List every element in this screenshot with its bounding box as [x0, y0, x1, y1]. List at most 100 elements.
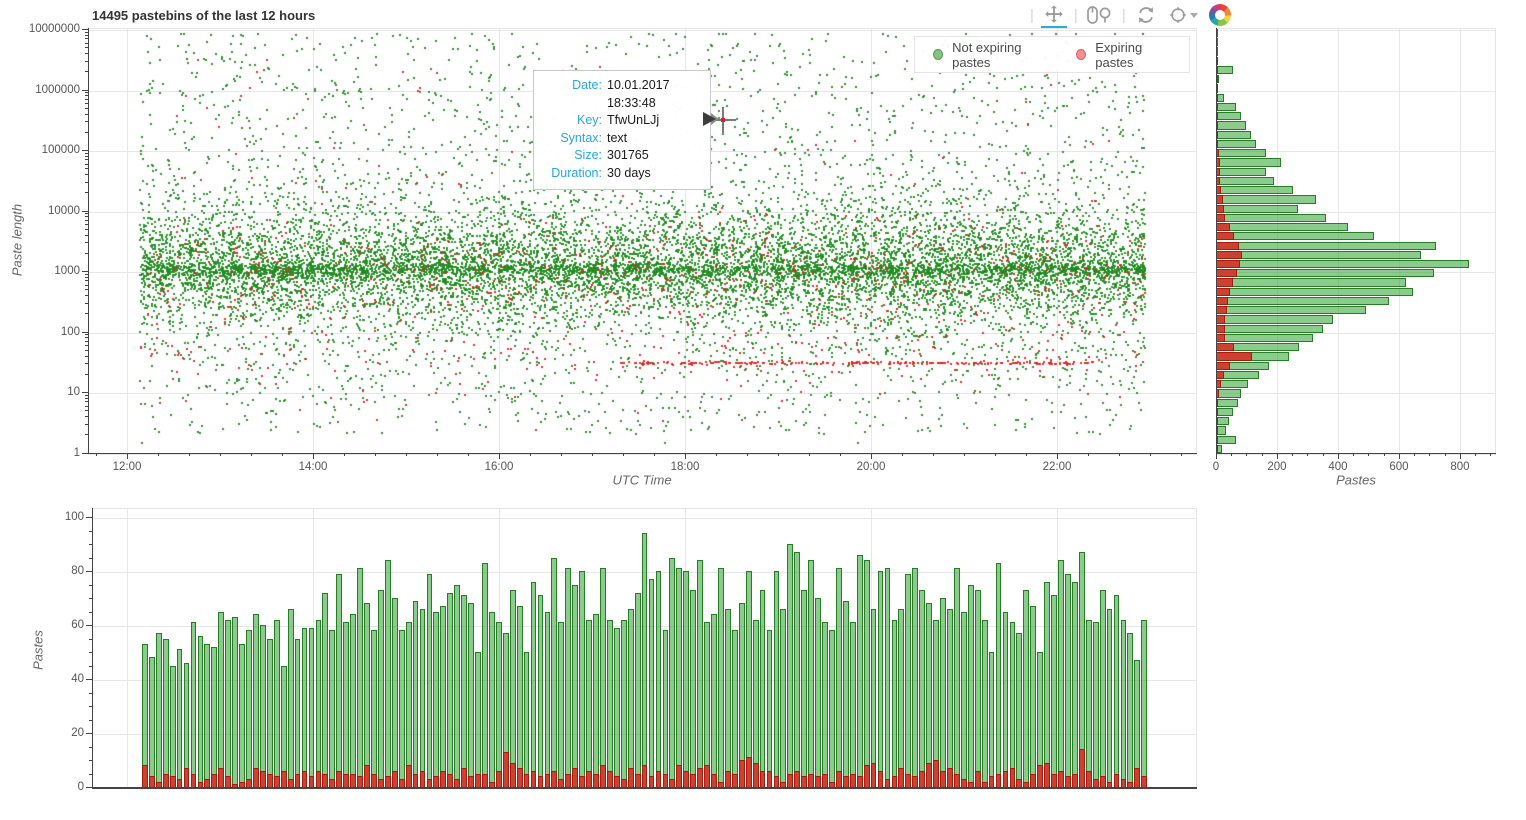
axis-minor-tick [85, 394, 88, 396]
axis-minor-tick [1444, 453, 1446, 456]
bar-red [780, 781, 787, 787]
bar-red [384, 776, 391, 787]
axis-tick [86, 733, 92, 734]
axis-minor-tick [89, 638, 92, 640]
bar-red [1002, 770, 1009, 787]
hist-bar-green [1216, 139, 1256, 149]
bar-red [655, 770, 662, 787]
bar-green [357, 568, 363, 787]
axis-tick [1216, 453, 1217, 459]
bar-red [724, 770, 731, 787]
bar-red [697, 768, 703, 787]
bottom-y-axis-label: Pastes [30, 630, 46, 670]
y-tick-label: 1000000 [35, 83, 80, 96]
bar-red [1071, 773, 1078, 787]
bar-red [1009, 768, 1016, 787]
axis-minor-tick [1181, 453, 1182, 456]
bar-green [225, 619, 232, 787]
bar-green [801, 589, 808, 787]
axis-minor-tick [85, 174, 88, 176]
axis-minor-tick [85, 410, 88, 412]
bar-green [1113, 595, 1120, 787]
bar-red [905, 773, 912, 787]
bar-red [1078, 749, 1085, 787]
hist-bar-red [1216, 287, 1230, 296]
x-tick-label: 0 [1212, 461, 1220, 473]
axis-minor-tick [902, 453, 903, 456]
reset-icon[interactable] [1133, 2, 1159, 28]
bar-red [155, 781, 162, 787]
bar-green [863, 560, 870, 787]
bar-green [738, 603, 745, 787]
bar-green [482, 562, 488, 787]
bar-green [829, 630, 835, 787]
axis-minor-tick [85, 355, 88, 357]
bar-green [884, 568, 891, 787]
bar-red [822, 773, 828, 787]
bar-red [322, 773, 329, 787]
bar-red [836, 770, 842, 787]
bar-red [259, 770, 266, 787]
legend-swatch-green [933, 49, 944, 60]
bar-red [752, 762, 759, 787]
bar-green [239, 643, 245, 787]
bar-green [981, 619, 988, 787]
bar-red [1058, 770, 1064, 787]
hover-dropdown-caret[interactable] [1190, 12, 1199, 18]
bar-red [405, 765, 412, 787]
bar-red [884, 778, 891, 787]
axis-minor-tick [1353, 453, 1355, 456]
bar-red [600, 765, 606, 787]
bar-red [176, 778, 183, 787]
bar-red [1099, 776, 1106, 787]
bar-green [947, 608, 953, 787]
bar-green [627, 608, 634, 787]
bar-green [579, 571, 586, 787]
axis-tick [1276, 453, 1278, 459]
axis-tick [82, 150, 88, 152]
bar-red [731, 773, 738, 787]
axis-tick [86, 571, 92, 572]
bar-red [329, 778, 336, 787]
axis-minor-tick [778, 453, 779, 456]
hist-bar-green [1216, 287, 1413, 296]
bar-red [1134, 768, 1141, 787]
bar-green [613, 627, 620, 787]
bokeh-logo[interactable] [1207, 2, 1233, 28]
bar-red [711, 773, 717, 787]
hover-icon[interactable] [1166, 2, 1200, 28]
hist-bar-green [1216, 176, 1275, 186]
axis-minor-tick [1475, 453, 1477, 456]
axis-tick [82, 89, 88, 91]
pan-icon[interactable] [1040, 2, 1067, 29]
axis-minor-tick [85, 363, 88, 365]
bar-red [981, 781, 988, 787]
bar-red [246, 778, 252, 787]
bar-green [1023, 589, 1030, 787]
bar-red [169, 776, 176, 787]
hist-bar-green [1216, 213, 1327, 222]
hist-bar-red [1216, 213, 1226, 222]
hist-bar-green [1216, 167, 1266, 176]
bar-green [322, 592, 329, 787]
axis-minor-tick [85, 216, 88, 218]
wheel-zoom-icon[interactable] [1085, 2, 1115, 28]
axis-minor-tick [85, 219, 88, 221]
bar-green [1044, 581, 1050, 787]
axis-tick [313, 453, 314, 459]
bar-green [1009, 622, 1016, 787]
bar-green [308, 627, 315, 787]
gridline [88, 453, 1197, 455]
tooltip-row: Syntax: text [540, 130, 701, 148]
axis-minor-tick [871, 453, 872, 456]
bar-green [148, 657, 155, 787]
gridline [1216, 211, 1496, 213]
bar-green [1051, 595, 1057, 787]
axis-minor-tick [85, 405, 88, 407]
bar-green [919, 589, 926, 787]
bar-green [509, 589, 516, 787]
bar-green [440, 606, 447, 787]
axis-tick [871, 453, 872, 459]
axis-minor-tick [85, 302, 88, 304]
bottom-chart-frame [92, 508, 1197, 788]
